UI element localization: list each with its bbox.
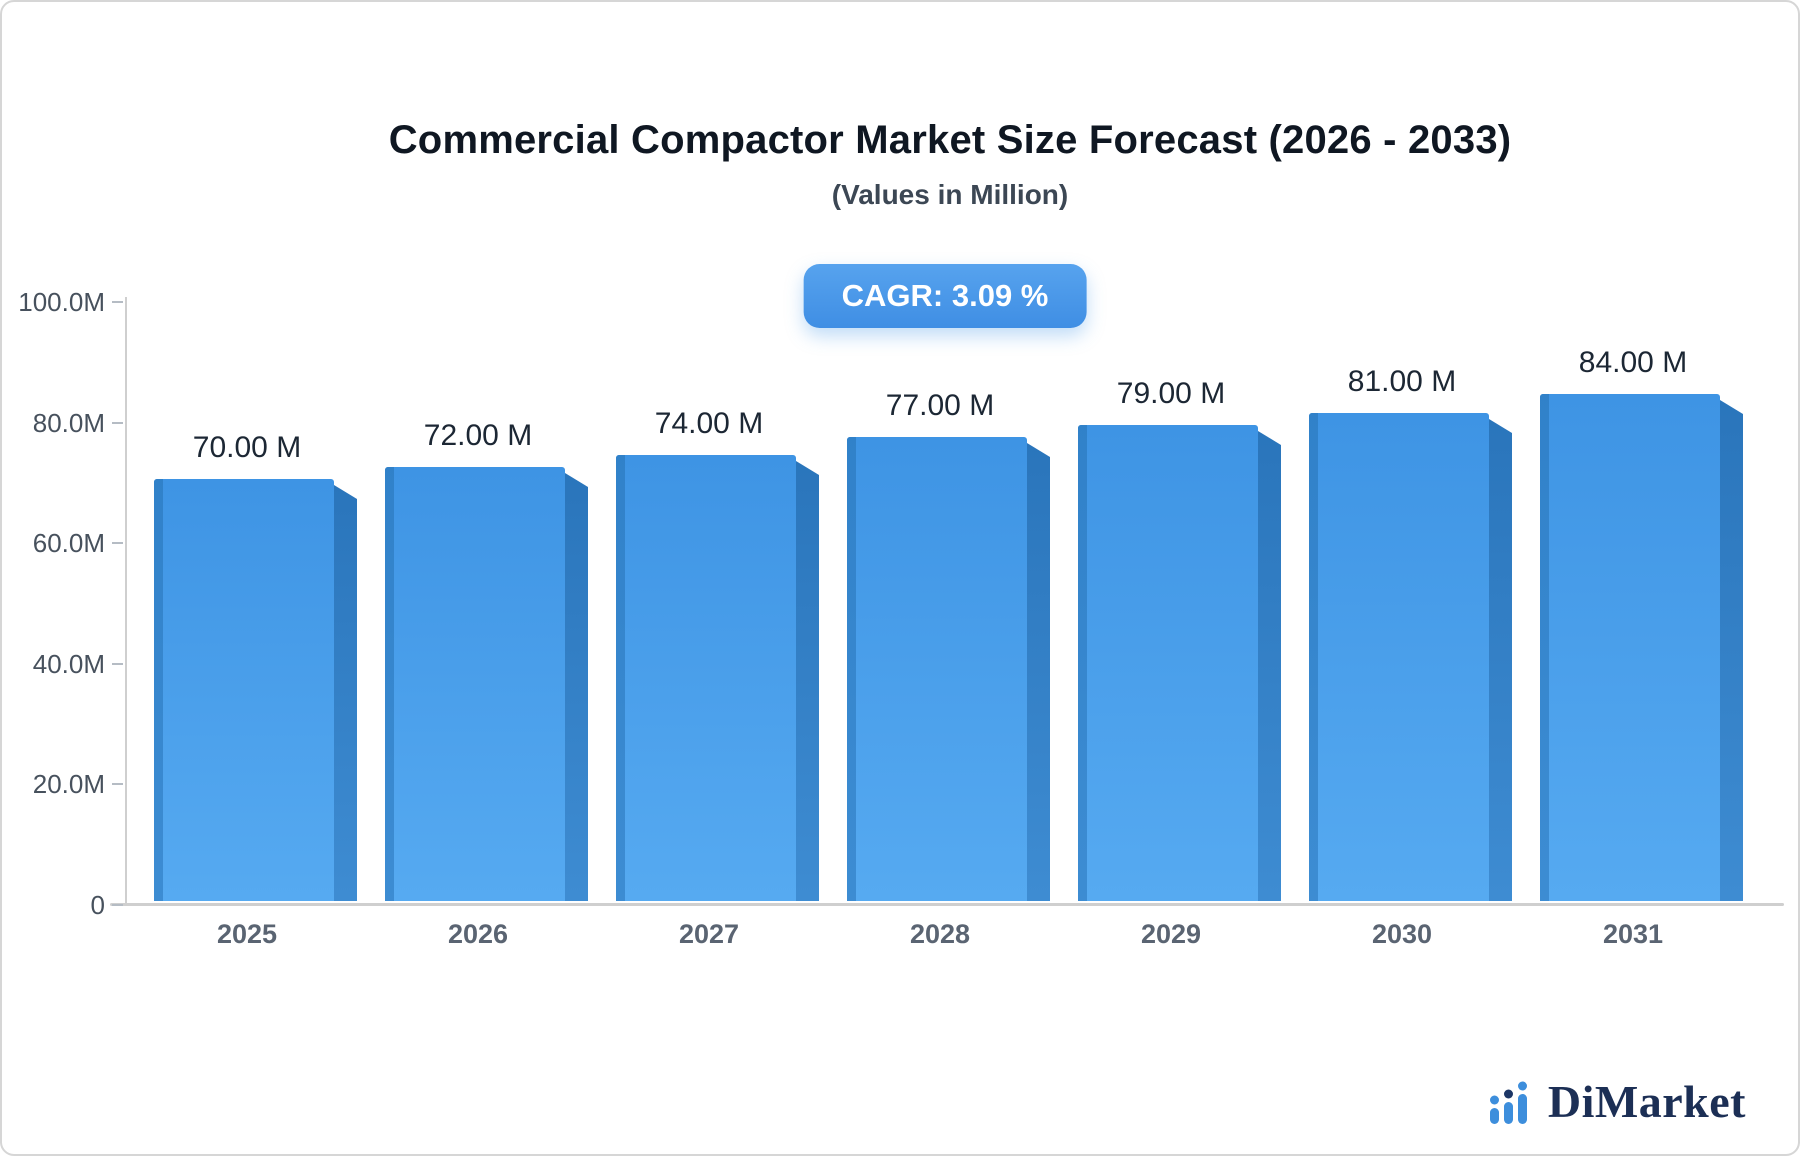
bar-value-label: 70.00 M (192, 431, 302, 464)
bar-2031 (1540, 394, 1720, 901)
cagr-badge: CAGR: 3.09 % (803, 264, 1087, 328)
bar-value-label: 84.00 M (1578, 346, 1688, 379)
y-tick-label: 40.0M (32, 648, 105, 679)
y-tick-mark (112, 662, 123, 665)
bar-value-label: 81.00 M (1347, 365, 1457, 398)
bar-3d-side (1720, 400, 1743, 901)
chart-subtitle: (Values in Million) (831, 179, 1069, 210)
bar-left-edge (154, 479, 163, 901)
bar-3d-side (334, 485, 357, 901)
bar-2028 (847, 437, 1027, 901)
dimarket-logo: DiMarket (1484, 1075, 1746, 1128)
y-tick-mark (112, 301, 123, 303)
x-axis-label: 2031 (1602, 919, 1664, 949)
x-axis-line (110, 903, 1784, 906)
bar-2027 (616, 455, 796, 901)
bar-left-edge (1078, 425, 1087, 901)
y-tick-mark (112, 904, 123, 906)
y-tick-label: 80.0M (32, 407, 105, 438)
chart-title: Commercial Compactor Market Size Forecas… (388, 118, 1512, 162)
bar-2026 (385, 467, 565, 901)
bar-2029 (1078, 425, 1258, 901)
bar-3d-side (1027, 443, 1050, 901)
x-axis-label: 2028 (909, 919, 971, 949)
bar-value-label: 72.00 M (423, 419, 533, 452)
bar-3d-side (565, 473, 588, 901)
bar-left-edge (1540, 394, 1549, 901)
y-axis-line (125, 297, 127, 905)
bar-left-edge (1309, 413, 1318, 901)
x-axis-label: 2025 (216, 919, 278, 949)
bar-3d-side (796, 461, 819, 901)
bar-value-label: 79.00 M (1116, 377, 1226, 410)
bar-left-edge (385, 467, 394, 901)
bar-3d-side (1258, 431, 1281, 901)
dimarket-logo-text: DiMarket (1547, 1076, 1746, 1127)
bar-value-label: 74.00 M (654, 407, 764, 440)
y-tick-label: 0 (90, 890, 105, 920)
y-tick-mark (112, 783, 123, 786)
y-tick-label: 100.0M (18, 287, 105, 317)
y-tick-label: 20.0M (32, 769, 105, 800)
y-tick-label: 60.0M (32, 528, 105, 559)
x-axis-label: 2027 (678, 919, 740, 949)
bar-value-label: 77.00 M (885, 389, 995, 422)
bar-2030 (1309, 413, 1489, 901)
bar-left-edge (847, 437, 856, 901)
y-tick-mark (112, 421, 123, 424)
bar-left-edge (616, 455, 625, 901)
bar-2025 (154, 479, 334, 901)
y-tick-mark (112, 542, 123, 545)
x-axis-label: 2030 (1371, 919, 1433, 949)
bar-chart-dots-icon (1489, 1081, 1527, 1124)
bar-3d-side (1489, 419, 1512, 901)
x-axis-label: 2029 (1140, 919, 1202, 949)
x-axis-label: 2026 (447, 919, 509, 949)
